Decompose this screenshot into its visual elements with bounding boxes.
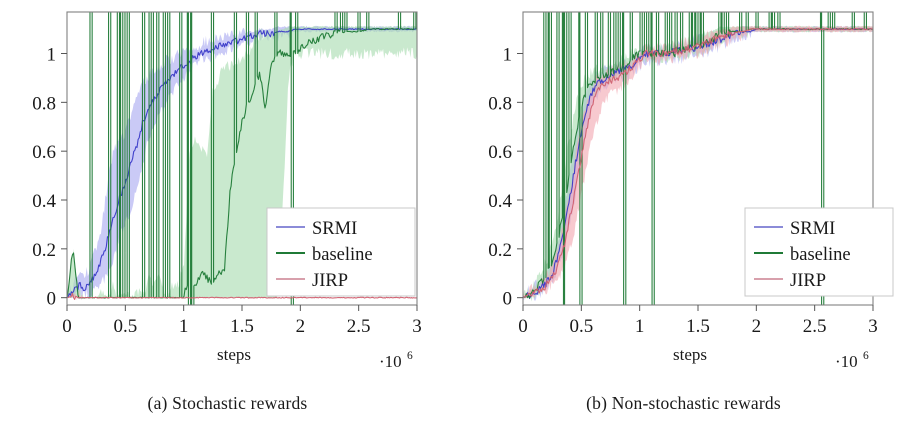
x-axis-multiplier: ·10 6 <box>379 350 413 371</box>
x-tick-label: 0 <box>518 316 528 337</box>
legend-label: baseline <box>790 245 851 265</box>
x-tick-label: 2 <box>296 316 306 337</box>
y-tick-label: 0.6 <box>32 142 56 163</box>
y-tick-label: 0.4 <box>32 191 56 212</box>
x-tick-label: 1 <box>635 316 645 337</box>
y-tick-label: 0 <box>47 289 57 310</box>
svg-text:·10: ·10 <box>379 352 402 371</box>
y-tick-label: 0.4 <box>488 191 512 212</box>
y-tick-label: 0.6 <box>488 142 512 163</box>
legend-label: JIRP <box>790 271 826 291</box>
svg-text:6: 6 <box>407 350 413 362</box>
legend-label: baseline <box>312 245 373 265</box>
legend[interactable]: SRMI baseline JIRP <box>266 207 416 297</box>
x-tick-label: 0.5 <box>569 316 593 337</box>
x-tick-label: 1 <box>179 316 189 337</box>
x-tick-label: 2.5 <box>347 316 371 337</box>
x-tick-label: 3 <box>868 316 878 337</box>
y-tick-label: 0.2 <box>32 240 56 261</box>
legend-label: JIRP <box>312 271 348 291</box>
svg-text:·10: ·10 <box>835 352 858 371</box>
x-tick-label: 1.5 <box>230 316 254 337</box>
panel-non-stochastic-rewards: 0 0.5 1 1.5 2 2.5 3 0 0.2 0.4 0.6 0.8 1 steps ·10 6 SRMI… <box>456 0 911 434</box>
legend-label: SRMI <box>312 219 357 239</box>
plot-b: 0 0.5 1 1.5 2 2.5 3 0 0.2 0.4 0.6 0.8 1 steps ·10 6 SRMI… <box>488 11 894 371</box>
panel-stochastic-rewards: 0 0.5 1 1.5 2 2.5 3 0 0.2 0.4 0.6 0.8 1 steps ·10 6 SRMI… <box>0 0 455 434</box>
legend[interactable]: SRMI baseline JIRP <box>744 207 894 297</box>
x-tick-label: 1.5 <box>686 316 710 337</box>
y-tick-label: 1 <box>503 45 513 66</box>
x-tick-label: 0 <box>62 316 72 337</box>
x-axis-label: steps <box>217 345 251 364</box>
x-axis-label: steps <box>673 345 707 364</box>
y-tick-label: 0 <box>503 289 513 310</box>
y-tick-label: 0.2 <box>488 240 512 261</box>
caption-b: (b) Non-stochastic rewards <box>586 393 781 413</box>
y-tick-label: 0.8 <box>488 93 512 114</box>
x-tick-label: 2.5 <box>803 316 827 337</box>
y-tick-label: 1 <box>47 45 57 66</box>
x-axis-multiplier: ·10 6 <box>835 350 869 371</box>
plot-a: 0 0.5 1 1.5 2 2.5 3 0 0.2 0.4 0.6 0.8 1 steps ·10 6 SRMI… <box>32 11 422 371</box>
y-tick-label: 0.8 <box>32 93 56 114</box>
caption-a: (a) Stochastic rewards <box>147 393 308 413</box>
legend-label: SRMI <box>790 219 835 239</box>
x-tick-label: 0.5 <box>113 316 137 337</box>
x-tick-label: 3 <box>412 316 422 337</box>
x-tick-label: 2 <box>752 316 762 337</box>
svg-text:6: 6 <box>863 350 869 362</box>
